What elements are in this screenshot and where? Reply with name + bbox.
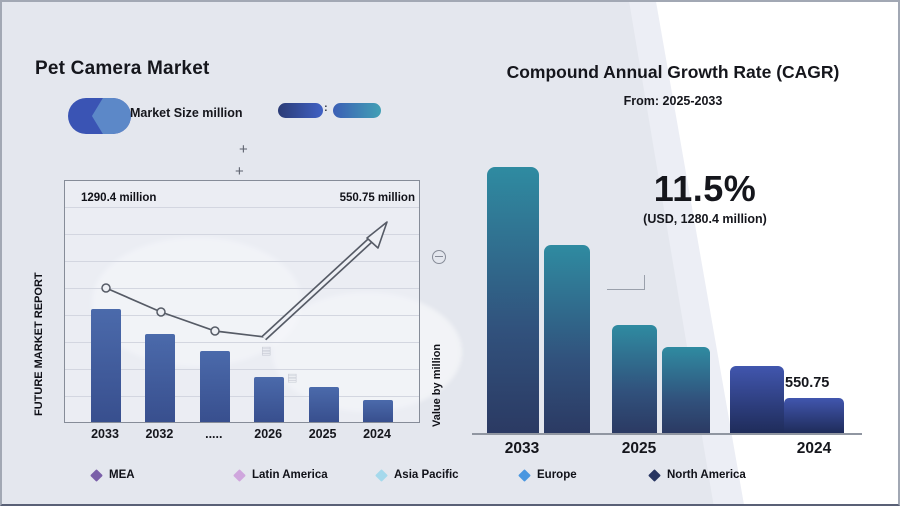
market-size-bar-2026 (254, 377, 285, 422)
trend-line-arrow (101, 221, 388, 341)
cagr-value: 11.5% (653, 168, 757, 209)
x-axis-label: 2026 (254, 427, 283, 441)
value-axis-label: Value by million (431, 343, 443, 427)
x-axis-label: 2025 (308, 427, 337, 441)
market-size-pill-icon (68, 98, 131, 134)
market-size-bar-2024 (363, 400, 393, 422)
cagr-title: Compound Annual Growth Rate (CAGR) (506, 62, 840, 82)
x-axis-label: 2032 (145, 427, 174, 441)
legend-diamond-icon (375, 468, 388, 482)
ratio-pill-right-icon (333, 103, 381, 118)
legend-item-north-america: North America (648, 468, 746, 482)
cagr-bar (487, 167, 539, 433)
legend-item-mea: MEA (90, 468, 135, 482)
market-size-label: Market Size million (130, 106, 243, 120)
cagr-bar (662, 347, 710, 433)
bar-data-label: 550.75 (785, 375, 830, 391)
market-size-bar-2032 (145, 334, 176, 422)
legend-item-asia-pacific: Asia Pacific (375, 468, 459, 482)
x-axis-label: 2033 (504, 440, 540, 457)
annotation-left-value: 1290.4 million (81, 192, 157, 204)
legend-label: MEA (109, 469, 135, 481)
step-decor-line (607, 275, 645, 290)
decor-blob (762, 182, 898, 352)
legend-item-europe: Europe (518, 468, 577, 482)
x-axis-label: ..... (205, 427, 223, 441)
watermark-doc-icon: ▤ (287, 372, 298, 384)
minus-circle-icon (432, 250, 446, 264)
watermark-doc-icon: ▤ (261, 345, 272, 357)
market-size-bar-2025 (308, 387, 339, 422)
cagr-caption: (USD, 1280.4 million) (643, 212, 767, 226)
legend-diamond-icon (90, 468, 103, 482)
market-size-bar-2033 (91, 309, 121, 422)
page-title: Pet Camera Market (35, 58, 210, 79)
legend-label: Europe (537, 469, 577, 481)
cagr-bar (730, 366, 784, 433)
x-axis-line (472, 433, 862, 435)
cagr-bar (784, 398, 844, 433)
x-axis-label: 2033 (91, 427, 119, 441)
annotation-right-value: 550.75 million (339, 192, 415, 204)
watermark-vertical-label: FUTURE MARKET REPORT (33, 272, 45, 416)
legend-label: Asia Pacific (394, 469, 459, 481)
market-size-chart: 1290.4 million 550.75 million ▤ ▤ (64, 180, 420, 423)
legend-label: North America (667, 469, 746, 481)
plus-icon: + (235, 163, 244, 180)
ratio-pill-left-icon (278, 103, 323, 118)
x-axis-label: 2024 (363, 427, 391, 441)
legend-diamond-icon (233, 468, 246, 482)
legend-item-latin-america: Latin America (233, 468, 328, 482)
cagr-bar (612, 325, 657, 433)
pill-facet-icon (91, 98, 131, 134)
legend-label: Latin America (252, 469, 328, 481)
x-axis-label: 2024 (796, 440, 832, 457)
market-size-bar-..... (199, 351, 230, 422)
legend-diamond-icon (648, 468, 661, 482)
cagr-bar (544, 245, 590, 433)
plus-icon: + (239, 141, 248, 158)
legend-diamond-icon (518, 468, 531, 482)
x-axis-label: 2025 (621, 440, 657, 457)
ratio-separator: : (324, 102, 328, 114)
bar-series (65, 181, 419, 422)
cagr-subtitle: From: 2025-2033 (623, 94, 723, 108)
